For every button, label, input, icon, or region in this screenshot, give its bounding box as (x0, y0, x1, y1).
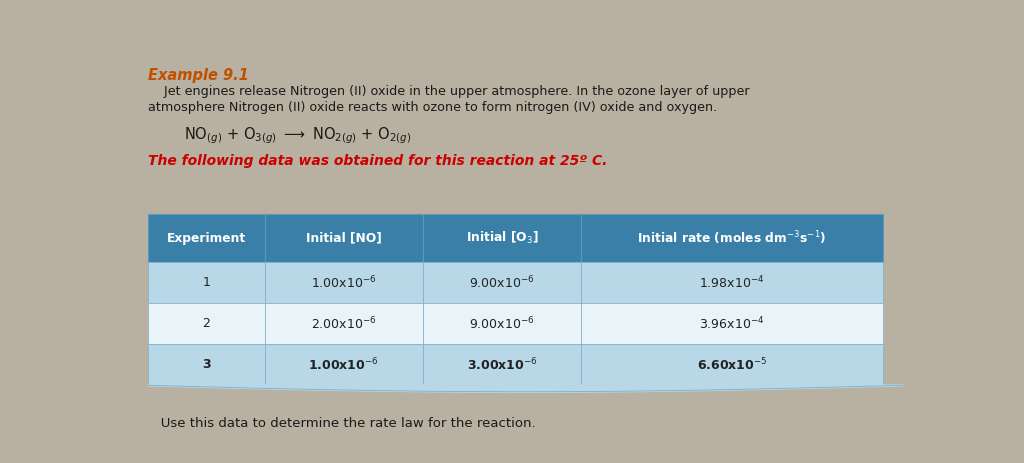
Text: 1.00x10$^{-6}$: 1.00x10$^{-6}$ (308, 357, 379, 373)
Text: 1.98x10$^{-4}$: 1.98x10$^{-4}$ (699, 275, 765, 291)
Bar (264, 303, 423, 344)
Text: 3.96x10$^{-4}$: 3.96x10$^{-4}$ (699, 315, 765, 332)
Bar (264, 214, 423, 263)
Text: Initial rate (moles dm$^{-3}$s$^{-1}$): Initial rate (moles dm$^{-3}$s$^{-1}$) (637, 230, 826, 247)
Text: Initial [O$_3$]: Initial [O$_3$] (466, 230, 539, 246)
Text: 1.00x10$^{-6}$: 1.00x10$^{-6}$ (311, 275, 377, 291)
Bar (423, 303, 582, 344)
Bar (147, 263, 264, 303)
Bar (582, 214, 883, 263)
Bar (423, 344, 582, 385)
Text: Jet engines release Nitrogen (II) oxide in the upper atmosphere. In the ozone la: Jet engines release Nitrogen (II) oxide … (147, 85, 750, 98)
Text: Use this data to determine the rate law for the reaction.: Use this data to determine the rate law … (147, 418, 536, 431)
Text: atmosphere Nitrogen (II) oxide reacts with ozone to form nitrogen (IV) oxide and: atmosphere Nitrogen (II) oxide reacts wi… (147, 101, 717, 114)
Text: Experiment: Experiment (167, 232, 246, 245)
Text: 3: 3 (202, 358, 211, 371)
Bar (423, 263, 582, 303)
Text: Example 9.1: Example 9.1 (147, 68, 249, 83)
Bar (264, 344, 423, 385)
Text: 3.00x10$^{-6}$: 3.00x10$^{-6}$ (467, 357, 538, 373)
Bar (147, 303, 264, 344)
Text: 1: 1 (203, 276, 210, 289)
Text: The following data was obtained for this reaction at 25º C.: The following data was obtained for this… (147, 154, 607, 168)
Bar (264, 263, 423, 303)
Text: 9.00x10$^{-6}$: 9.00x10$^{-6}$ (469, 315, 535, 332)
Text: 2: 2 (203, 317, 210, 330)
Bar (582, 344, 883, 385)
Bar (423, 214, 582, 263)
Bar (147, 344, 264, 385)
Text: 2.00x10$^{-6}$: 2.00x10$^{-6}$ (311, 315, 377, 332)
Text: 9.00x10$^{-6}$: 9.00x10$^{-6}$ (469, 275, 535, 291)
Text: 6.60x10$^{-5}$: 6.60x10$^{-5}$ (697, 357, 767, 373)
Bar (582, 303, 883, 344)
Bar (147, 214, 264, 263)
Text: NO$_{(g)}$ + O$_{3(g)}$ $\longrightarrow$ NO$_{2(g)}$ + O$_{2(g)}$: NO$_{(g)}$ + O$_{3(g)}$ $\longrightarrow… (183, 125, 411, 146)
Bar (582, 263, 883, 303)
Text: Initial [NO]: Initial [NO] (306, 232, 382, 245)
